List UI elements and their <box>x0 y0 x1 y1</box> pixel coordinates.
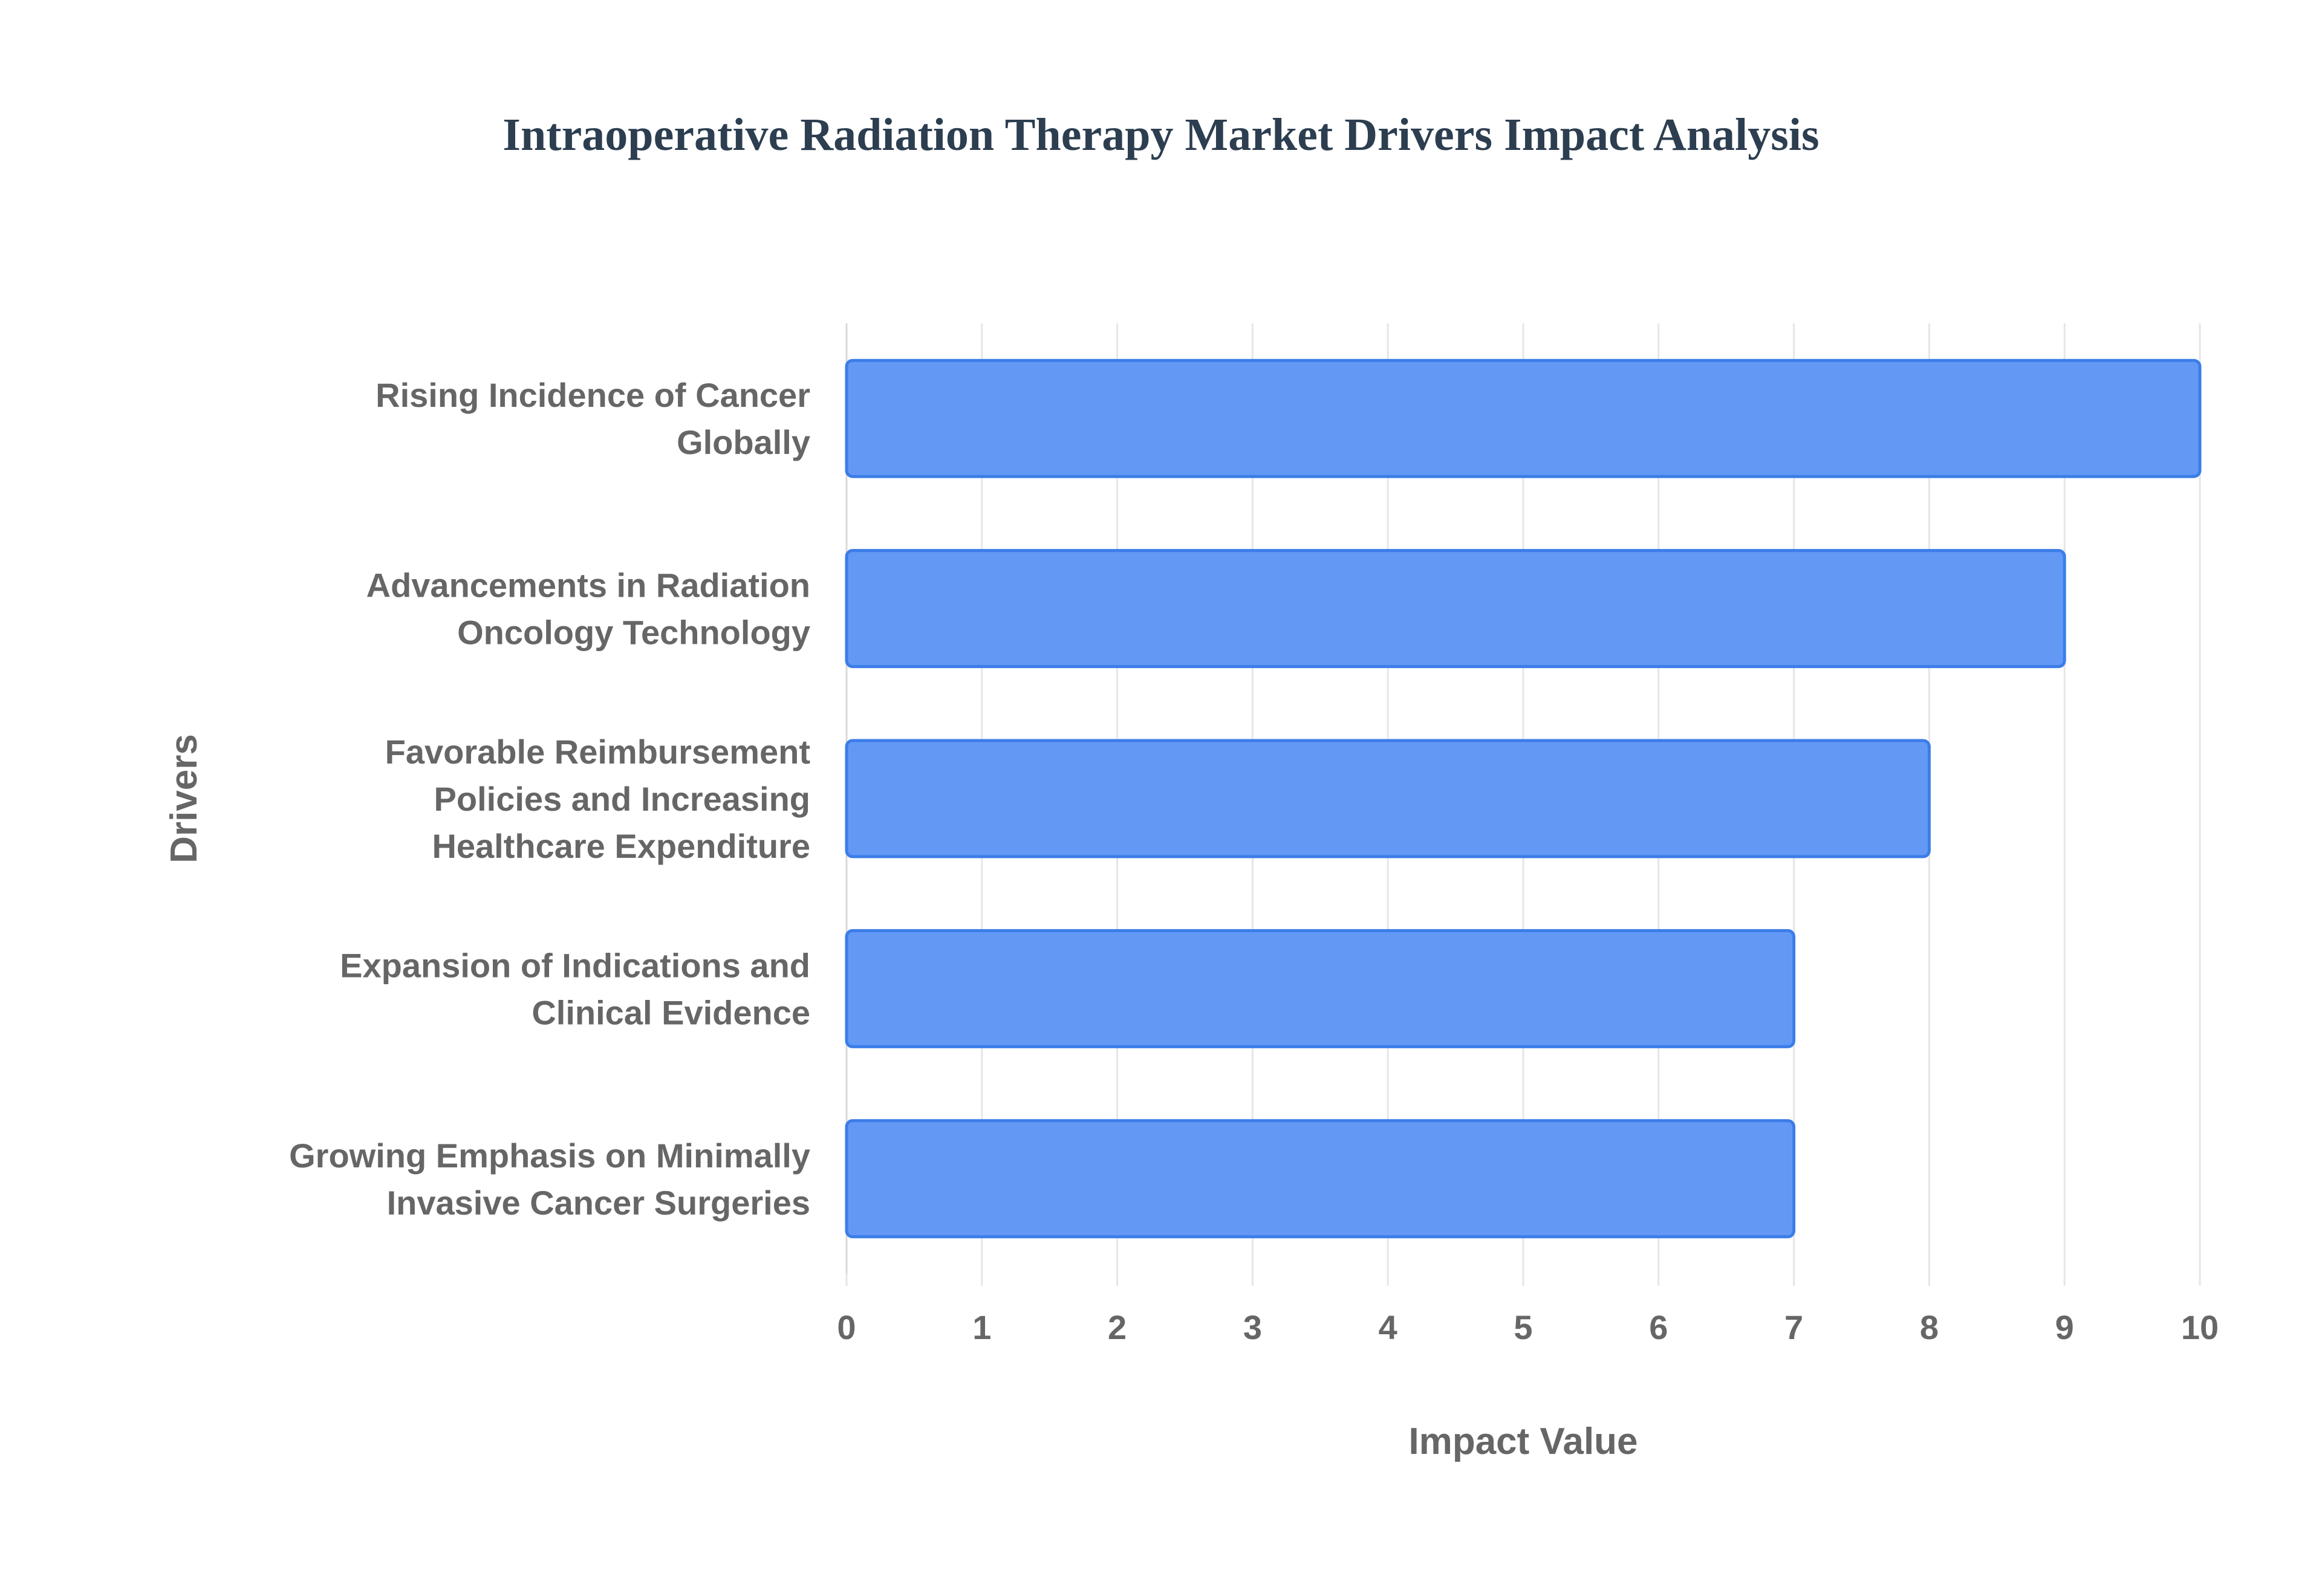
bar <box>845 1119 1796 1239</box>
x-tick-label: 3 <box>1243 1308 1262 1346</box>
x-tick-label: 5 <box>1514 1308 1532 1346</box>
y-category-label: Expansion of Indications and <box>340 946 810 984</box>
y-category-label: Advancements in Radiation <box>366 566 810 605</box>
x-tick-label: 9 <box>2055 1308 2074 1346</box>
y-category-label: Invasive Cancer Surgeries <box>387 1184 810 1222</box>
x-tick-label: 2 <box>1108 1308 1127 1346</box>
y-category-label: Globally <box>677 423 810 461</box>
chart-title: Intraoperative Radiation Therapy Market … <box>502 109 1820 160</box>
x-tick-label: 1 <box>972 1308 991 1346</box>
x-tick-label: 6 <box>1649 1308 1668 1346</box>
x-tick-label: 0 <box>837 1308 856 1346</box>
y-category-label: Rising Incidence of Cancer <box>376 376 810 414</box>
x-tick-label: 8 <box>1920 1308 1939 1346</box>
y-category-label: Healthcare Expenditure <box>432 827 810 865</box>
y-category-label: Growing Emphasis on Minimally <box>289 1137 810 1175</box>
y-category-label: Policies and Increasing <box>434 780 810 818</box>
y-category-label: Oncology Technology <box>457 614 810 652</box>
y-axis-title: Drivers <box>163 734 205 863</box>
bar <box>845 929 1796 1048</box>
bar <box>845 549 2066 669</box>
y-category-label: Clinical Evidence <box>532 993 810 1031</box>
x-tick-label: 7 <box>1784 1308 1803 1346</box>
x-tick-label: 10 <box>2181 1308 2219 1346</box>
bar <box>845 739 1931 858</box>
x-tick-label: 4 <box>1379 1308 1397 1346</box>
bar <box>845 358 2202 478</box>
y-category-label: Favorable Reimbursement <box>385 733 810 771</box>
x-axis-title: Impact Value <box>1408 1421 1637 1462</box>
